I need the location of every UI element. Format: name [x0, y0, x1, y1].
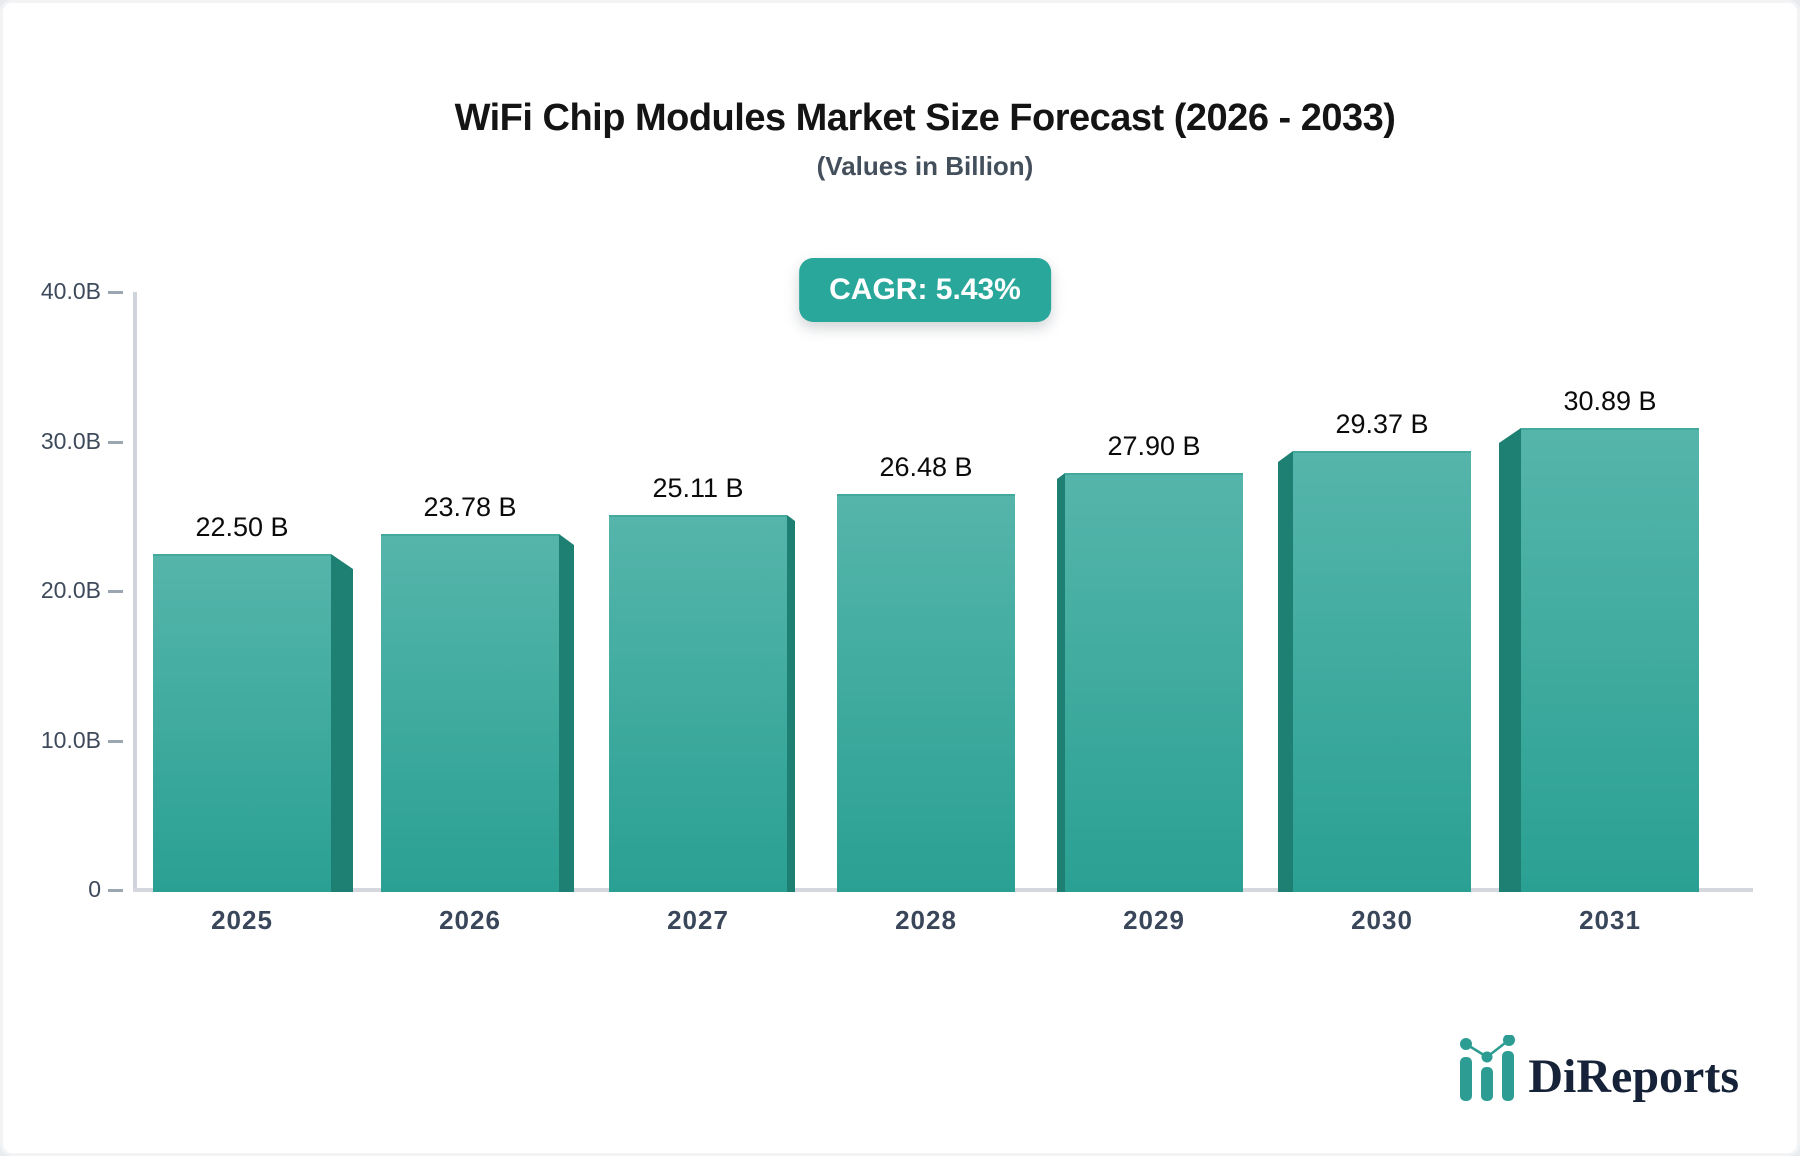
- bar-value-label: 27.90 B: [1107, 431, 1201, 461]
- bar-value-label: 30.89 B: [1563, 386, 1657, 416]
- x-axis-label-2025: 2025: [211, 905, 273, 935]
- cagr-badge: CAGR: 5.43%: [799, 258, 1051, 322]
- y-tick-label: 0: [88, 876, 101, 902]
- bar-side-face: [1278, 451, 1293, 892]
- bar-2027: [609, 515, 787, 892]
- bar-value-label: 22.50 B: [195, 512, 289, 542]
- bar-2026: [381, 534, 559, 892]
- y-tick-label: 40.0B: [40, 278, 101, 304]
- x-axis-label-2028: 2028: [895, 905, 957, 935]
- bar-2029: [1065, 473, 1243, 892]
- direports-logo-text: DiReports: [1528, 1050, 1739, 1103]
- bar-2030: [1293, 451, 1471, 892]
- y-tick-mark: [108, 740, 123, 743]
- direports-logo-icon: [1458, 1034, 1520, 1101]
- x-axis-label-2029: 2029: [1123, 905, 1185, 935]
- bar-side-face: [1057, 473, 1065, 892]
- y-tick-mark: [108, 889, 123, 892]
- bar-value-label: 23.78 B: [423, 492, 517, 522]
- x-axis-label-2026: 2026: [439, 905, 501, 935]
- x-axis-label-2027: 2027: [667, 905, 729, 935]
- bar-value-label: 26.48 B: [879, 452, 973, 482]
- y-tick-label: 20.0B: [40, 577, 101, 603]
- bar-2031: [1521, 428, 1699, 892]
- bar-2028: [837, 494, 1015, 892]
- bar-2025: [153, 554, 331, 892]
- x-axis-label-2031: 2031: [1579, 905, 1641, 935]
- y-tick-mark: [108, 590, 123, 593]
- bar-side-face: [787, 515, 795, 892]
- y-axis-line: [133, 292, 137, 892]
- bar-value-label: 25.11 B: [652, 473, 744, 503]
- y-tick-mark: [108, 441, 123, 444]
- chart-title: WiFi Chip Modules Market Size Forecast (…: [454, 97, 1396, 139]
- chart-subtitle: (Values in Billion): [816, 151, 1034, 181]
- x-axis-label-2030: 2030: [1351, 905, 1413, 935]
- y-tick-label: 30.0B: [40, 428, 101, 454]
- y-tick-label: 10.0B: [40, 727, 101, 753]
- bar-side-face: [1499, 428, 1521, 892]
- y-tick-mark: [108, 291, 123, 294]
- bar-value-label: 29.37 B: [1335, 409, 1429, 439]
- direports-logo: DiReports: [1458, 1034, 1739, 1103]
- bar-side-face: [559, 534, 574, 892]
- bar-side-face: [331, 554, 353, 892]
